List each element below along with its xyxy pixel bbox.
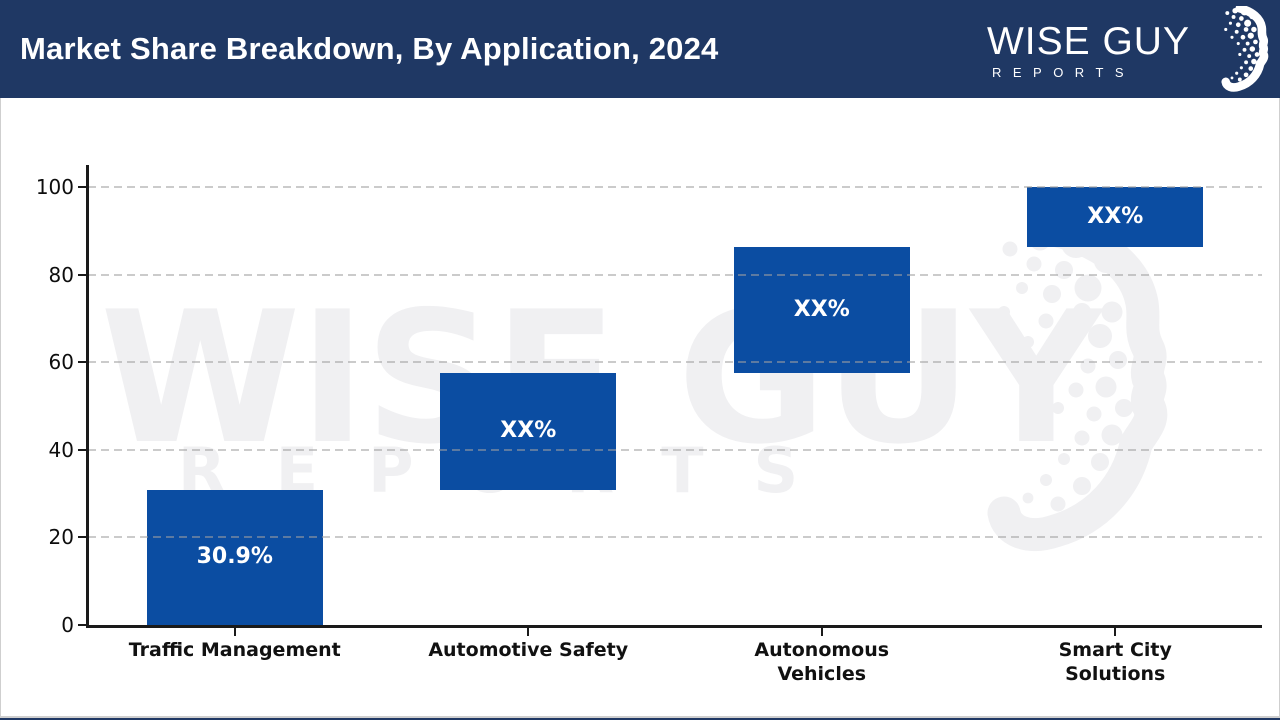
x-tick-mark xyxy=(233,627,236,636)
x-category-label: Automotive Safety xyxy=(428,639,629,661)
x-axis-line xyxy=(86,625,1262,628)
bar xyxy=(146,489,323,625)
y-axis-line xyxy=(86,165,89,627)
logo-face-icon xyxy=(1192,4,1272,96)
x-tick-mark xyxy=(820,627,823,636)
footer-accent-bar xyxy=(0,718,1280,720)
y-tick-mark xyxy=(78,448,88,451)
logo-text: WISE GUY REPORTS xyxy=(986,19,1190,81)
y-tick-mark xyxy=(78,361,88,364)
x-category-label: Smart City Solutions xyxy=(1058,639,1172,685)
y-tick-mark xyxy=(78,186,88,188)
bar xyxy=(733,247,910,373)
page-title: Market Share Breakdown, By Application, … xyxy=(20,31,719,66)
wise-guy-logo: WISE GUY REPORTS xyxy=(986,4,1272,96)
y-tick-mark xyxy=(78,624,88,626)
header: Market Share Breakdown, By Application, … xyxy=(0,0,1280,98)
y-tick-label: 20 xyxy=(48,525,74,550)
y-tick-label: 40 xyxy=(48,437,74,462)
bar-value-label: XX% xyxy=(500,418,557,444)
bar xyxy=(1027,187,1204,248)
bar-value-label: 30.9% xyxy=(196,544,273,570)
y-tick-label: 100 xyxy=(35,175,74,199)
y-tick-mark xyxy=(78,273,88,276)
x-tick-mark xyxy=(1114,627,1117,636)
y-tick-label: 0 xyxy=(61,613,74,637)
y-tick-label: 80 xyxy=(48,262,74,287)
y-gridline xyxy=(88,448,1262,451)
page-border-bottom xyxy=(0,716,1280,718)
bar-value-label: XX% xyxy=(793,297,850,323)
y-tick-label: 60 xyxy=(48,350,74,375)
y-gridline xyxy=(88,186,1262,188)
x-category-label: Autonomous Vehicles xyxy=(754,639,890,685)
y-tick-mark xyxy=(78,536,88,539)
x-category-label: Traffic Management xyxy=(128,639,341,661)
y-gridline xyxy=(88,361,1262,364)
y-gridline xyxy=(88,536,1262,539)
bar xyxy=(440,372,617,490)
bar-value-label: XX% xyxy=(1087,204,1144,230)
y-gridline xyxy=(88,273,1262,276)
x-tick-mark xyxy=(527,627,530,636)
logo-wordmark: WISE GUY xyxy=(986,19,1190,63)
page-border-left xyxy=(0,98,1,718)
logo-subtext: REPORTS xyxy=(991,65,1136,81)
watermark-face-icon xyxy=(878,214,1178,556)
